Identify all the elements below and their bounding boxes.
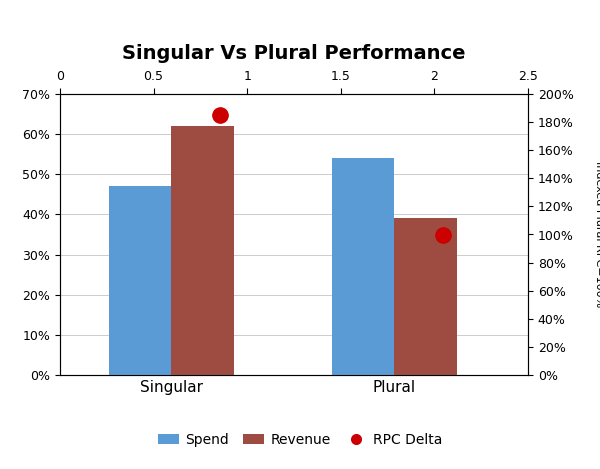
Legend: Spend, Revenue, RPC Delta: Spend, Revenue, RPC Delta — [152, 428, 448, 453]
Bar — [172, 126, 234, 375]
Bar — [109, 186, 172, 375]
Bar — [394, 219, 457, 375]
Title: Singular Vs Plural Performance: Singular Vs Plural Performance — [122, 44, 466, 63]
Bar — [332, 158, 394, 375]
Y-axis label: Indexed Plural RPC=100%: Indexed Plural RPC=100% — [595, 161, 600, 308]
